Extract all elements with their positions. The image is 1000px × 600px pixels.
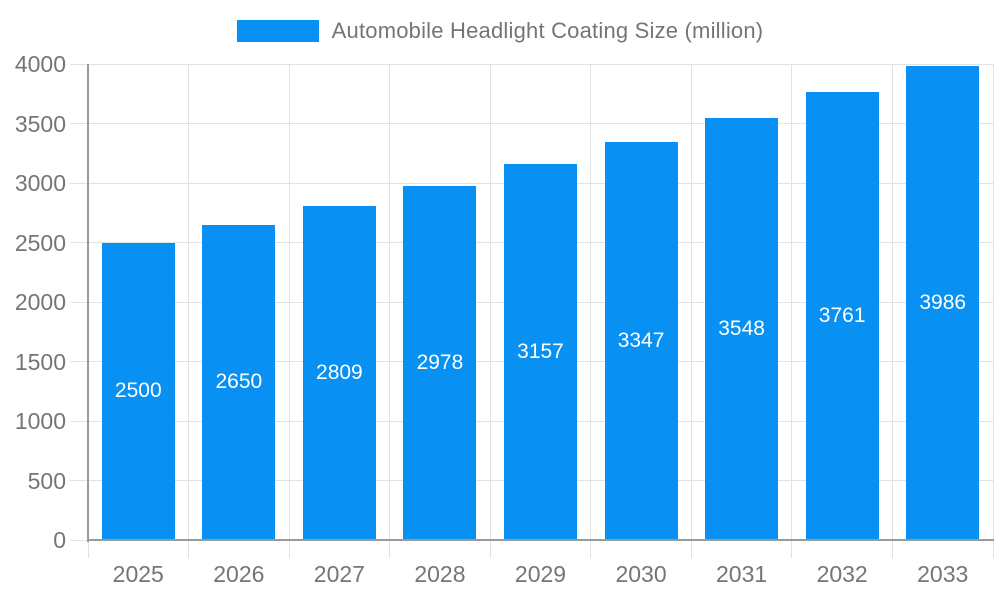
x-axis-label: 2032 bbox=[816, 561, 868, 587]
y-axis-tick bbox=[70, 301, 88, 303]
y-axis-tick bbox=[70, 242, 88, 243]
x-gridline bbox=[891, 64, 893, 540]
y-axis-label: 3500 bbox=[14, 110, 66, 137]
bar-value-label: 3548 bbox=[718, 316, 765, 340]
x-gridline bbox=[590, 64, 592, 540]
bar-value-label: 3986 bbox=[919, 290, 967, 314]
x-axis-tick bbox=[87, 540, 89, 558]
x-axis-label: 2029 bbox=[514, 561, 567, 587]
x-axis-label: 2027 bbox=[313, 561, 365, 587]
bar-value-label: 2978 bbox=[416, 350, 464, 374]
x-axis-label: 2028 bbox=[414, 561, 466, 587]
y-axis-label: 2500 bbox=[14, 229, 66, 256]
x-gridline bbox=[992, 64, 994, 540]
y-axis-tick bbox=[70, 361, 88, 362]
x-axis-label: 2030 bbox=[615, 561, 667, 587]
x-axis-tick bbox=[992, 540, 994, 558]
bar: 3157 bbox=[504, 164, 577, 540]
y-gridline bbox=[88, 63, 993, 65]
x-gridline bbox=[489, 64, 491, 540]
legend-label: Automobile Headlight Coating Size (milli… bbox=[331, 18, 764, 43]
x-gridline bbox=[188, 64, 190, 540]
y-axis-tick bbox=[70, 480, 88, 481]
x-axis-tick bbox=[188, 540, 190, 558]
x-gridline bbox=[791, 64, 793, 540]
bar-value-label: 2500 bbox=[114, 379, 162, 403]
bar-value-label: 2650 bbox=[215, 370, 263, 394]
legend-swatch bbox=[236, 20, 319, 42]
y-axis-tick bbox=[70, 123, 88, 124]
y-axis-label: 500 bbox=[27, 467, 66, 494]
x-axis-tick bbox=[891, 540, 893, 558]
bar: 2650 bbox=[202, 224, 276, 540]
chart-legend: Automobile Headlight Coating Size (milli… bbox=[0, 18, 1000, 44]
bar: 2809 bbox=[302, 205, 376, 540]
x-gridline bbox=[288, 64, 290, 540]
bar: 3347 bbox=[604, 141, 678, 540]
bar-value-label: 3157 bbox=[517, 340, 564, 364]
y-axis-tick bbox=[70, 63, 88, 65]
y-axis-label: 3000 bbox=[14, 170, 66, 196]
bar: 3761 bbox=[805, 92, 879, 540]
x-axis-label: 2031 bbox=[716, 561, 768, 587]
y-axis-tick bbox=[70, 539, 88, 541]
x-axis-tick bbox=[690, 540, 692, 558]
x-axis-tick bbox=[791, 540, 793, 558]
y-axis-tick bbox=[70, 420, 88, 422]
y-axis-label: 4000 bbox=[14, 51, 66, 77]
x-axis-line bbox=[87, 539, 994, 541]
x-axis-label: 2025 bbox=[112, 561, 164, 587]
x-gridline bbox=[389, 64, 391, 540]
bar-value-label: 3761 bbox=[818, 304, 866, 328]
y-axis-label: 1000 bbox=[14, 408, 66, 434]
bar-value-label: 3347 bbox=[617, 328, 665, 352]
x-axis-tick bbox=[288, 540, 290, 558]
y-axis-label: 1500 bbox=[14, 348, 66, 375]
x-axis-tick bbox=[489, 540, 491, 558]
y-axis-label: 0 bbox=[53, 527, 66, 553]
bar-value-label: 2809 bbox=[316, 360, 363, 384]
bar: 2978 bbox=[403, 185, 477, 540]
y-axis-label: 2000 bbox=[14, 289, 66, 315]
y-axis-tick bbox=[70, 182, 88, 184]
x-axis-tick bbox=[590, 540, 592, 558]
x-axis-label: 2026 bbox=[213, 561, 265, 587]
x-axis-label: 2033 bbox=[917, 561, 969, 587]
bar: 3548 bbox=[705, 117, 779, 540]
bar: 2500 bbox=[101, 242, 175, 540]
x-axis-tick bbox=[389, 540, 391, 558]
y-gridline bbox=[88, 123, 993, 124]
x-gridline bbox=[690, 64, 692, 540]
bar: 3986 bbox=[906, 65, 980, 540]
y-axis-line bbox=[87, 64, 89, 542]
